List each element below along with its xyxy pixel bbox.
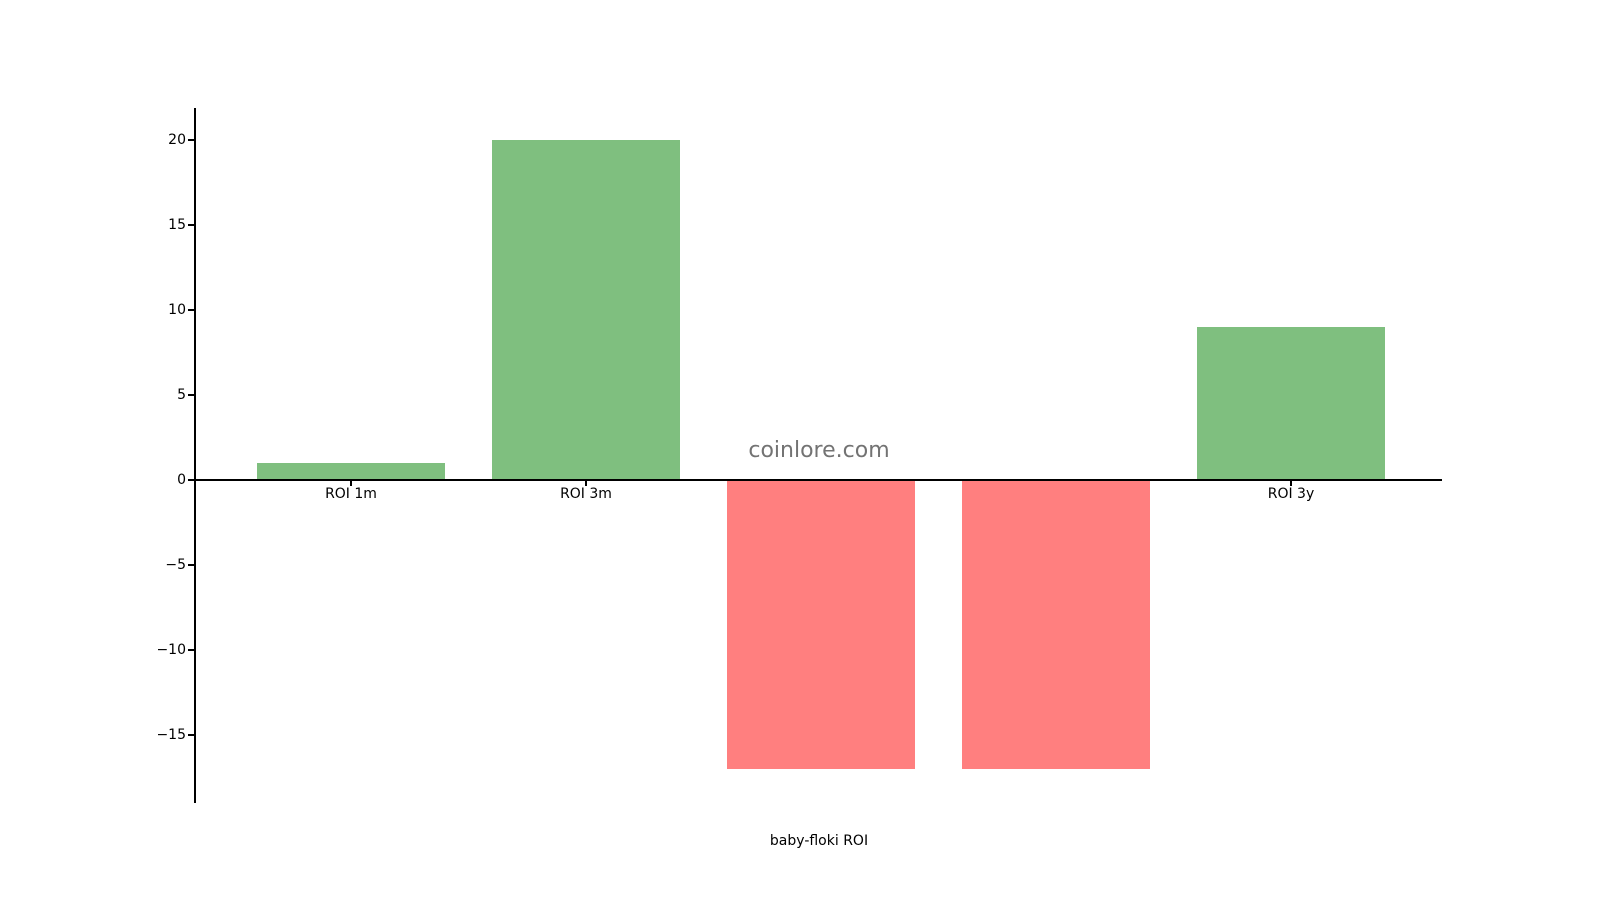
y-tick-mark — [188, 138, 194, 141]
y-tick-mark — [188, 308, 194, 311]
y-tick-mark — [188, 478, 194, 481]
y-tick-label: −10 — [156, 641, 186, 658]
bar-roi-3y — [1197, 326, 1385, 480]
y-tick-label: 20 — [168, 131, 186, 148]
y-tick-mark — [188, 648, 194, 651]
bar-unlabeled-3 — [962, 479, 1150, 769]
y-tick-mark — [188, 393, 194, 396]
x-tick-label: ROI 3y — [1267, 486, 1315, 502]
watermark-text: coinlore.com — [748, 437, 890, 463]
y-axis-spine — [194, 108, 196, 803]
y-tick-mark — [188, 733, 194, 736]
x-tick-mark — [585, 480, 587, 486]
bar-unlabeled-2 — [727, 479, 915, 769]
y-tick-mark — [188, 223, 194, 226]
x-tick-label: ROI 3m — [560, 486, 612, 502]
y-tick-label: 15 — [168, 216, 186, 233]
y-tick-mark — [188, 563, 194, 566]
y-tick-label: −5 — [165, 556, 186, 573]
bar-roi-3m — [492, 139, 680, 480]
chart-title: baby-floki ROI — [769, 833, 869, 849]
bar-roi-1m — [257, 462, 445, 480]
x-tick-mark — [1290, 480, 1292, 486]
y-tick-label: 10 — [168, 301, 186, 318]
y-tick-label: 0 — [177, 471, 186, 488]
y-tick-label: −15 — [156, 726, 186, 743]
y-tick-label: 5 — [177, 386, 186, 403]
x-tick-mark — [350, 480, 352, 486]
x-axis-line — [196, 478, 1442, 481]
x-tick-label: ROI 1m — [325, 486, 377, 502]
